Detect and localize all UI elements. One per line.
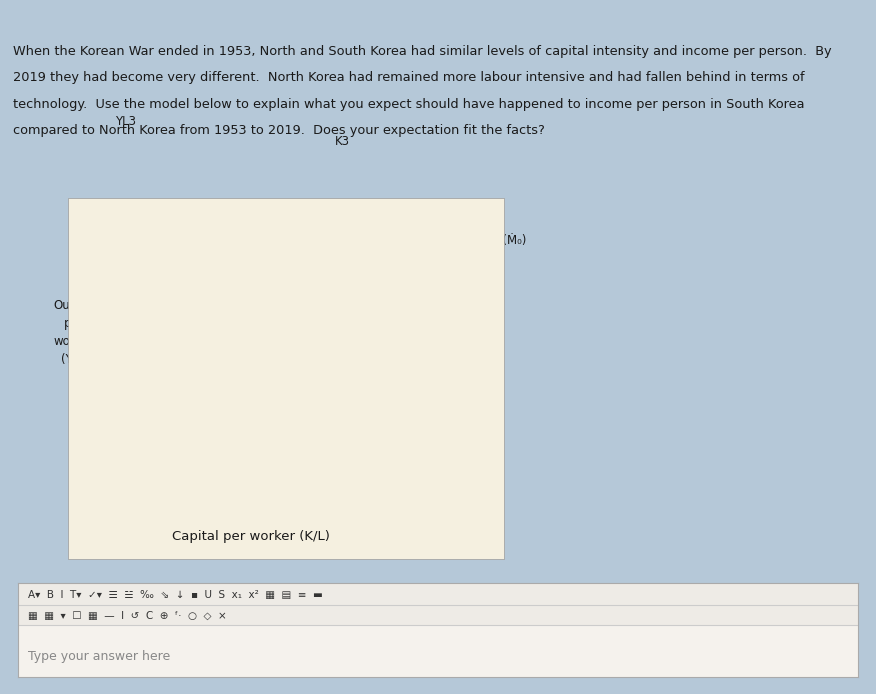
Text: Type your answer here: Type your answer here bbox=[28, 650, 170, 663]
Text: K2: K2 bbox=[250, 268, 265, 281]
Text: X₂ (T₂): X₂ (T₂) bbox=[235, 219, 272, 232]
Text: Output
per
worker
(Y/L): Output per worker (Y/L) bbox=[53, 299, 95, 366]
Text: Capital per worker (K/L): Capital per worker (K/L) bbox=[173, 530, 330, 543]
Text: A▾  B  I  T▾  ✓▾  ☰  ☱  ‰  ⇘  ↓  ▪  U  S  x₁  x²  ▦  ▤  ≡  ▬: A▾ B I T▾ ✓▾ ☰ ☱ ‰ ⇘ ↓ ▪ U S x₁ x² ▦ ▤ ≡… bbox=[28, 590, 322, 600]
Bar bbox=[18, 583, 858, 625]
Text: When the Korean War ended in 1953, North and South Korea had similar levels of c: When the Korean War ended in 1953, North… bbox=[13, 45, 832, 58]
Text: YL2: YL2 bbox=[115, 278, 136, 290]
Text: compared to North Korea from 1953 to 2019.  Does your expectation fit the facts?: compared to North Korea from 1953 to 201… bbox=[13, 124, 545, 137]
Text: ▦  ▦  ▾  ☐  ▦  —  I  ↺  C  ⊕  ᶠ·  ○  ◇  ×: ▦ ▦ ▾ ☐ ▦ — I ↺ C ⊕ ᶠ· ○ ◇ × bbox=[28, 611, 226, 621]
Text: K3: K3 bbox=[336, 135, 350, 148]
Text: technology.  Use the model below to explain what you expect should have happened: technology. Use the model below to expla… bbox=[13, 98, 805, 111]
Text: YL3: YL3 bbox=[115, 115, 136, 128]
Text: YL1: YL1 bbox=[115, 358, 136, 371]
Text: K1: K1 bbox=[222, 380, 237, 393]
Text: 2019 they had become very different.  North Korea had remained more labour inten: 2019 they had become very different. Nor… bbox=[13, 71, 805, 85]
Text: X₁ (Ṁ₁): X₁ (Ṁ₁) bbox=[324, 220, 365, 232]
Text: X₀ (Ṁ₀): X₀ (Ṁ₀) bbox=[486, 234, 526, 246]
